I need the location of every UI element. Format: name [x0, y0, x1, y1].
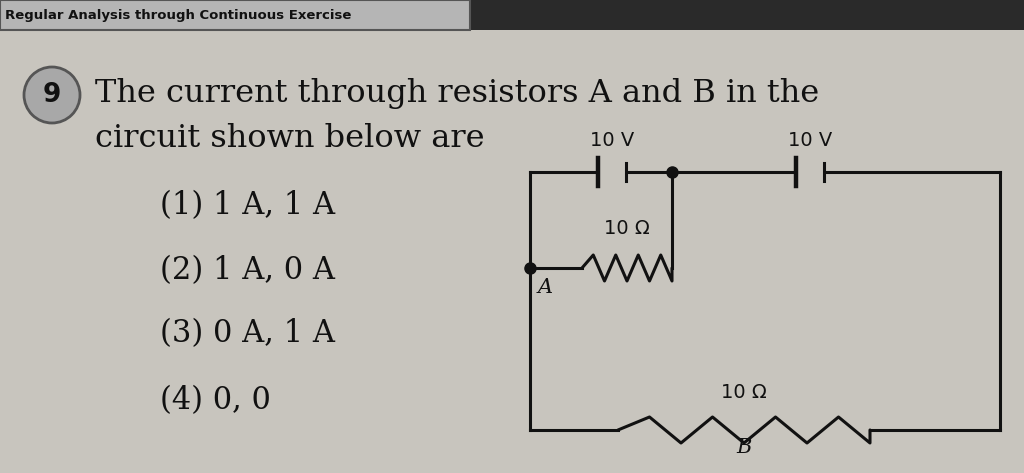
Text: B: B — [736, 438, 752, 457]
Circle shape — [24, 67, 80, 123]
Text: 10 V: 10 V — [590, 131, 634, 150]
Text: 9: 9 — [43, 82, 61, 108]
Text: 10 Ω: 10 Ω — [604, 219, 650, 238]
Text: Regular Analysis through Continuous Exercise: Regular Analysis through Continuous Exer… — [5, 9, 351, 21]
Bar — [0, 0, 1024, 30]
Text: (4) 0, 0: (4) 0, 0 — [160, 385, 271, 416]
Text: circuit shown below are: circuit shown below are — [95, 123, 484, 154]
Text: A: A — [538, 278, 553, 297]
Text: The current through resistors A and B in the: The current through resistors A and B in… — [95, 78, 819, 109]
Text: (1) 1 A, 1 A: (1) 1 A, 1 A — [160, 190, 335, 221]
Text: (3) 0 A, 1 A: (3) 0 A, 1 A — [160, 318, 335, 349]
Text: 10 V: 10 V — [787, 131, 833, 150]
Bar — [0, 0, 470, 30]
Text: (2) 1 A, 0 A: (2) 1 A, 0 A — [160, 255, 335, 286]
Text: 10 Ω: 10 Ω — [721, 383, 767, 402]
